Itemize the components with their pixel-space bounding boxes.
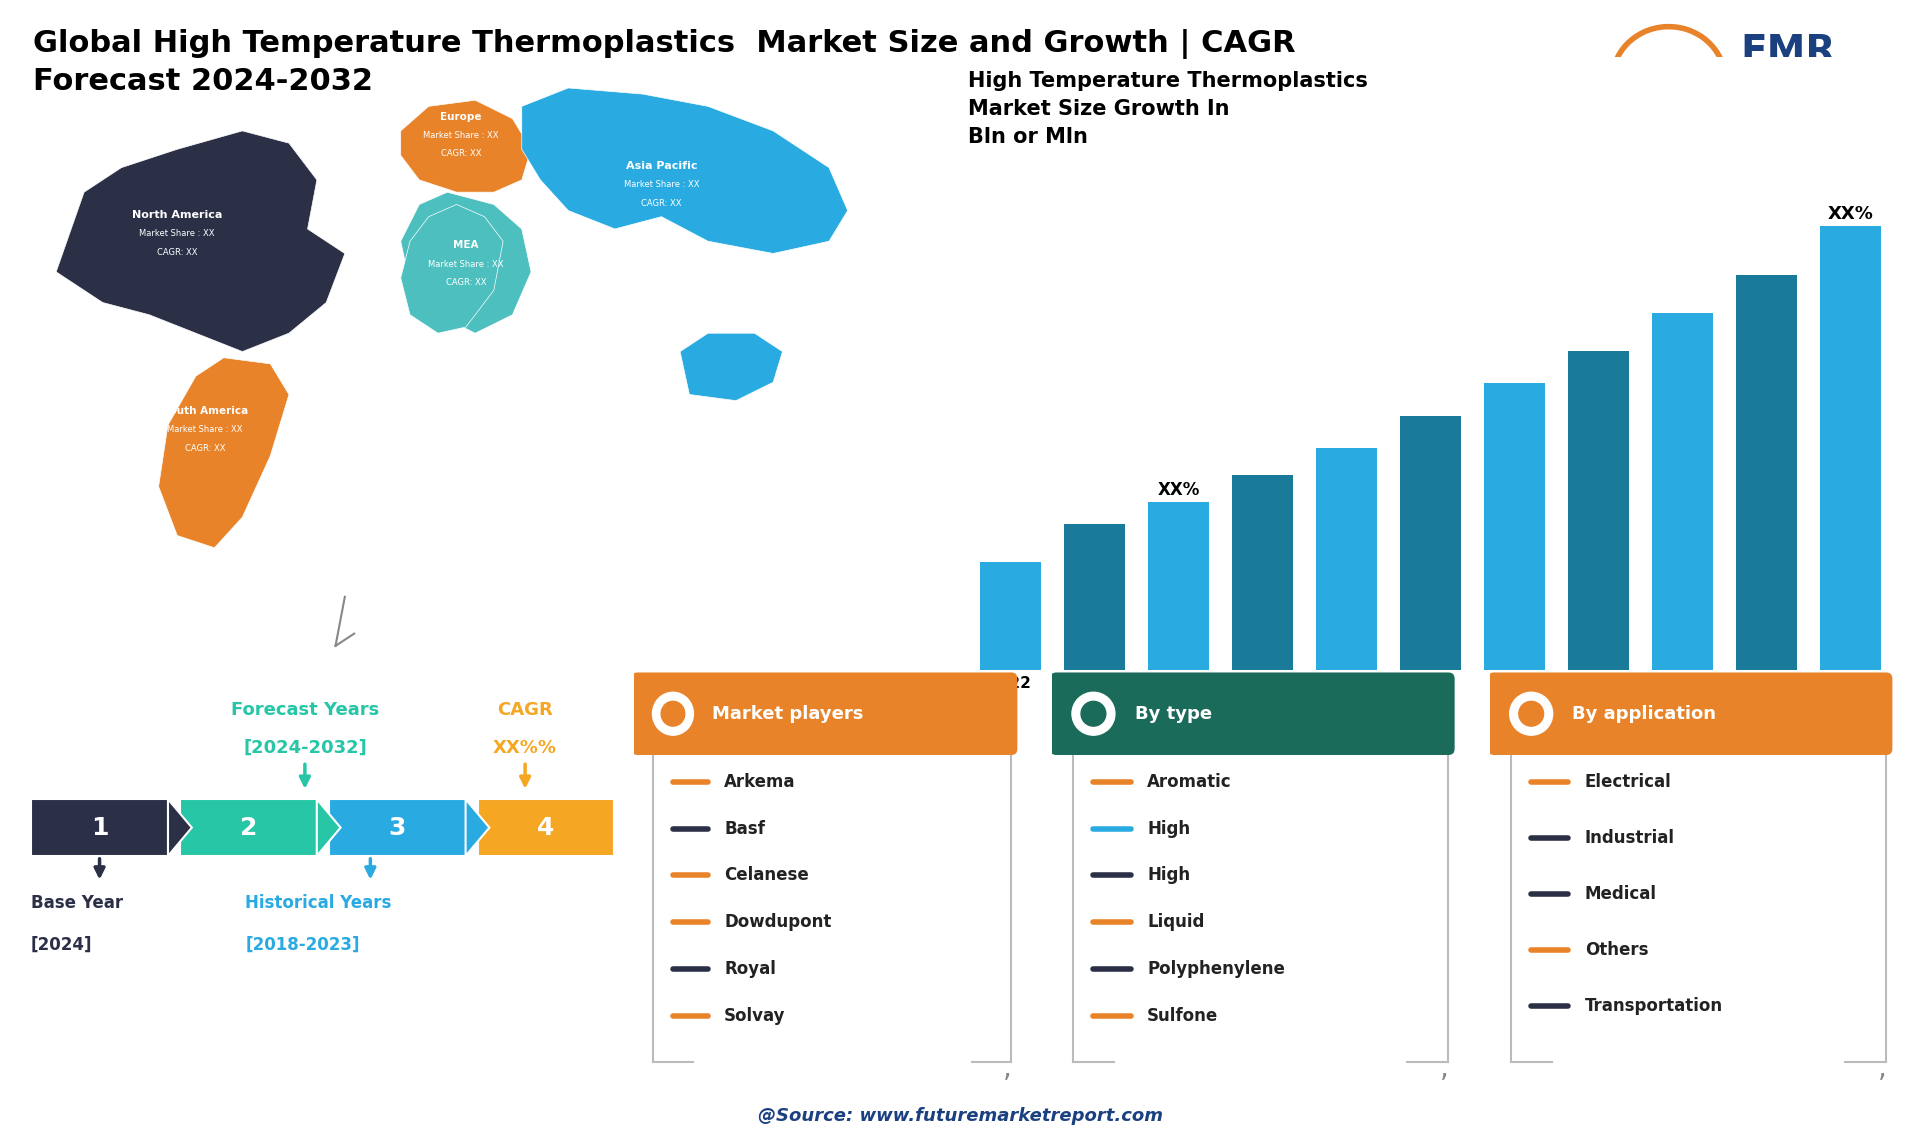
- Text: XX%: XX%: [1828, 204, 1874, 222]
- Circle shape: [1519, 701, 1544, 727]
- Text: Celanese: Celanese: [724, 866, 808, 885]
- Circle shape: [1071, 692, 1116, 736]
- Text: Aromatic: Aromatic: [1146, 772, 1233, 791]
- Text: CAGR: CAGR: [497, 701, 553, 719]
- Text: Historical Years: Historical Years: [246, 894, 392, 912]
- Text: By type: By type: [1135, 705, 1212, 723]
- Text: @Source: www.futuremarketreport.com: @Source: www.futuremarketreport.com: [758, 1107, 1162, 1125]
- Text: Asia Pacific: Asia Pacific: [626, 160, 697, 171]
- Bar: [1651, 313, 1713, 670]
- FancyBboxPatch shape: [632, 673, 1018, 755]
- Polygon shape: [56, 131, 346, 352]
- Bar: [1233, 476, 1292, 670]
- Bar: [1484, 383, 1544, 670]
- Bar: [1064, 524, 1125, 670]
- Bar: [1315, 448, 1377, 670]
- Bar: [1148, 502, 1210, 670]
- Text: CAGR: XX: CAGR: XX: [442, 149, 482, 158]
- Bar: [1569, 351, 1628, 670]
- Text: Others: Others: [1584, 941, 1649, 959]
- Text: High: High: [1146, 866, 1190, 885]
- Text: Forecast Years: Forecast Years: [230, 701, 378, 719]
- Text: Liquid: Liquid: [1146, 913, 1204, 931]
- Bar: [1400, 416, 1461, 670]
- Text: [2024]: [2024]: [31, 935, 92, 953]
- FancyBboxPatch shape: [1050, 673, 1455, 755]
- Text: South America: South America: [161, 406, 248, 416]
- Text: North America: North America: [132, 210, 223, 220]
- Text: CAGR: XX: CAGR: XX: [184, 444, 225, 453]
- Text: FMR: FMR: [1740, 33, 1836, 71]
- Text: Market players: Market players: [712, 705, 864, 723]
- FancyBboxPatch shape: [180, 799, 317, 856]
- Text: Basf: Basf: [724, 819, 764, 838]
- Text: Europe: Europe: [440, 111, 482, 121]
- Text: [2018-2023]: [2018-2023]: [246, 935, 359, 953]
- Text: Market Share : XX: Market Share : XX: [428, 260, 503, 269]
- Polygon shape: [401, 204, 503, 333]
- Text: XX%%: XX%%: [493, 739, 557, 756]
- Bar: [1736, 275, 1797, 670]
- Text: 3: 3: [388, 816, 405, 840]
- Bar: [1820, 226, 1880, 670]
- Text: By application: By application: [1572, 705, 1716, 723]
- Text: Industrial: Industrial: [1584, 829, 1674, 847]
- Text: High: High: [1146, 819, 1190, 838]
- Circle shape: [1509, 692, 1553, 736]
- FancyBboxPatch shape: [328, 799, 465, 856]
- Text: CAGR: XX: CAGR: XX: [641, 198, 682, 207]
- Polygon shape: [167, 799, 192, 856]
- Text: Sulfone: Sulfone: [1146, 1006, 1219, 1025]
- Text: CAGR: XX: CAGR: XX: [157, 248, 198, 257]
- FancyBboxPatch shape: [31, 799, 167, 856]
- Circle shape: [653, 692, 693, 736]
- Text: [2024-2032]: [2024-2032]: [244, 739, 367, 756]
- Circle shape: [1081, 701, 1106, 727]
- Polygon shape: [159, 358, 290, 548]
- Text: Medical: Medical: [1584, 885, 1657, 903]
- Text: CAGR: XX: CAGR: XX: [445, 278, 486, 288]
- Polygon shape: [465, 799, 490, 856]
- Text: Global High Temperature Thermoplastics  Market Size and Growth | CAGR
Forecast 2: Global High Temperature Thermoplastics M…: [33, 29, 1296, 96]
- Text: ,: ,: [1440, 1055, 1450, 1083]
- Text: 4: 4: [538, 816, 555, 840]
- FancyBboxPatch shape: [1488, 673, 1893, 755]
- Polygon shape: [401, 100, 532, 193]
- Text: ,: ,: [1878, 1055, 1887, 1083]
- Bar: [979, 562, 1041, 670]
- Text: Market Share : XX: Market Share : XX: [424, 131, 499, 140]
- Polygon shape: [317, 799, 340, 856]
- Text: Market Share : XX: Market Share : XX: [624, 180, 699, 189]
- Polygon shape: [680, 333, 783, 401]
- Text: High Temperature Thermoplastics
Market Size Growth In
Bln or Mln: High Temperature Thermoplastics Market S…: [968, 71, 1369, 147]
- Text: Arkema: Arkema: [724, 772, 795, 791]
- Text: Transportation: Transportation: [1584, 997, 1722, 1015]
- Circle shape: [660, 701, 685, 727]
- Text: Dowdupont: Dowdupont: [724, 913, 831, 931]
- Text: Solvay: Solvay: [724, 1006, 785, 1025]
- Text: XX%: XX%: [1158, 481, 1200, 499]
- Text: Royal: Royal: [724, 960, 776, 978]
- Text: Market Share : XX: Market Share : XX: [167, 425, 244, 434]
- Text: Polyphenylene: Polyphenylene: [1146, 960, 1284, 978]
- Text: Electrical: Electrical: [1584, 772, 1672, 791]
- Text: FUTURE MARKET REPORT: FUTURE MARKET REPORT: [1740, 91, 1899, 101]
- Text: ,: ,: [1002, 1055, 1012, 1083]
- Polygon shape: [401, 193, 532, 333]
- Text: Market Share : XX: Market Share : XX: [140, 229, 215, 238]
- Text: MEA: MEA: [453, 241, 478, 251]
- Text: 1: 1: [90, 816, 108, 840]
- Text: 2: 2: [240, 816, 257, 840]
- Polygon shape: [522, 88, 849, 253]
- FancyBboxPatch shape: [478, 799, 614, 856]
- Text: Base Year: Base Year: [31, 894, 123, 912]
